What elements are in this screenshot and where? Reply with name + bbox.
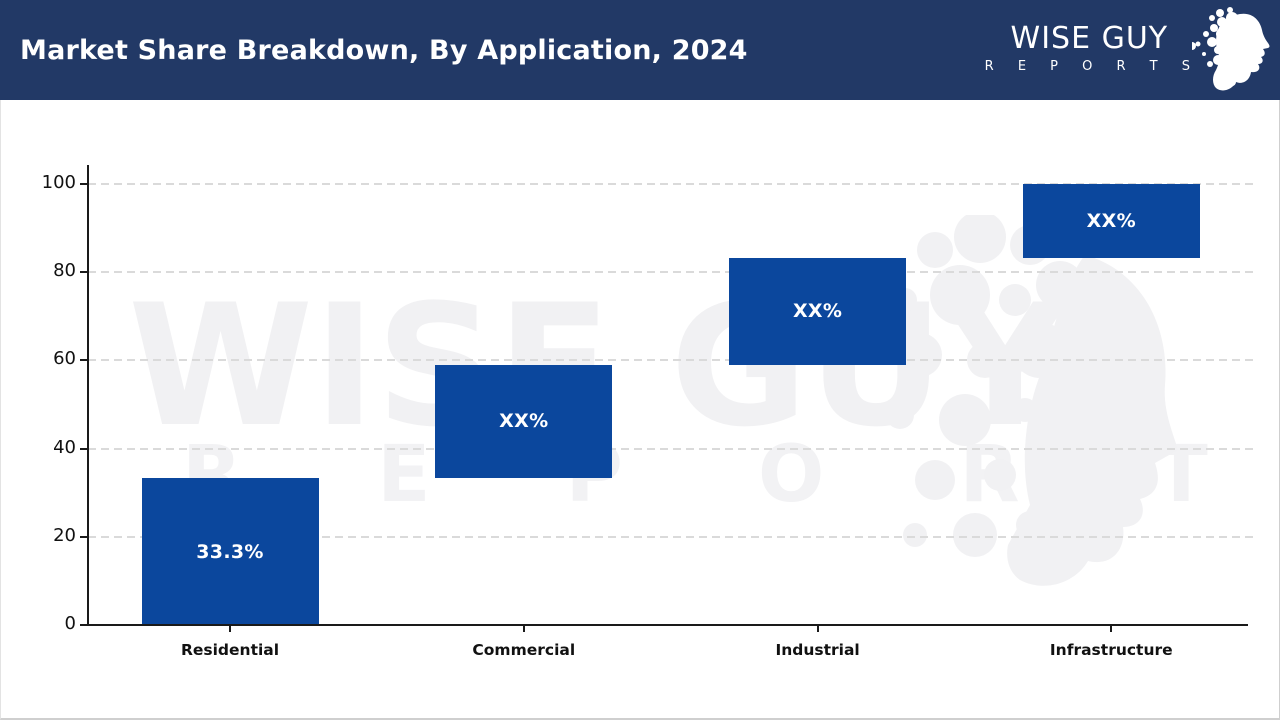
y-axis-line — [87, 165, 89, 625]
x-category-label-residential: Residential — [180, 641, 280, 659]
y-tick-label-0: 0 — [64, 613, 76, 634]
logo-head-icon — [1192, 7, 1270, 91]
bar-value-label-commercial: XX% — [499, 410, 549, 433]
y-tick-mark-20 — [80, 535, 88, 538]
x-tick-mark-commercial — [522, 625, 525, 632]
bar-value-label-infrastructure: XX% — [1086, 209, 1136, 232]
x-category-label-industrial: Industrial — [775, 641, 860, 659]
gridline-100 — [88, 183, 1254, 185]
bar-value-label-industrial: XX% — [792, 300, 843, 323]
y-tick-label-100: 100 — [41, 172, 76, 193]
bar-value-label-residential: 33.3% — [196, 540, 264, 563]
y-tick-label-40: 40 — [53, 436, 76, 458]
x-tick-mark-industrial — [816, 625, 819, 632]
page-title: Market Share Breakdown, By Application, … — [20, 34, 748, 66]
x-category-label-infrastructure: Infrastructure — [1049, 641, 1173, 659]
x-category-label-commercial: Commercial — [472, 641, 576, 659]
y-tick-label-80: 80 — [53, 260, 76, 282]
x-tick-mark-infrastructure — [1110, 625, 1113, 632]
header: Market Share Breakdown, By Application, … — [0, 0, 1280, 100]
bar-residential: 33.3% — [141, 478, 319, 625]
y-tick-mark-80 — [80, 271, 88, 274]
y-tick-label-20: 20 — [53, 524, 76, 546]
gridline-80 — [88, 271, 1254, 274]
y-tick-label-60: 60 — [53, 348, 76, 370]
y-tick-mark-100 — [80, 183, 88, 185]
logo: WISE GUY R E P O R T S — [985, 0, 1270, 100]
y-tick-mark-40 — [80, 447, 88, 450]
bar-infrastructure: XX% — [1022, 184, 1200, 258]
x-axis-line — [80, 624, 1248, 626]
x-tick-mark-residential — [229, 625, 231, 632]
logo-reports-text: R E P O R T S — [984, 59, 1200, 74]
gridline-20 — [88, 535, 1254, 538]
bar-commercial: XX% — [435, 364, 613, 479]
gridline-40 — [88, 447, 1254, 450]
watermark-head-dots-icon — [886, 215, 1178, 586]
bar-industrial: XX% — [729, 257, 907, 365]
logo-wiseguy-text: WISE GUY — [1010, 21, 1169, 56]
gridline-60 — [88, 359, 1254, 362]
y-tick-mark-60 — [80, 359, 88, 362]
logo-text: WISE GUY R E P O R T S — [979, 21, 1200, 75]
